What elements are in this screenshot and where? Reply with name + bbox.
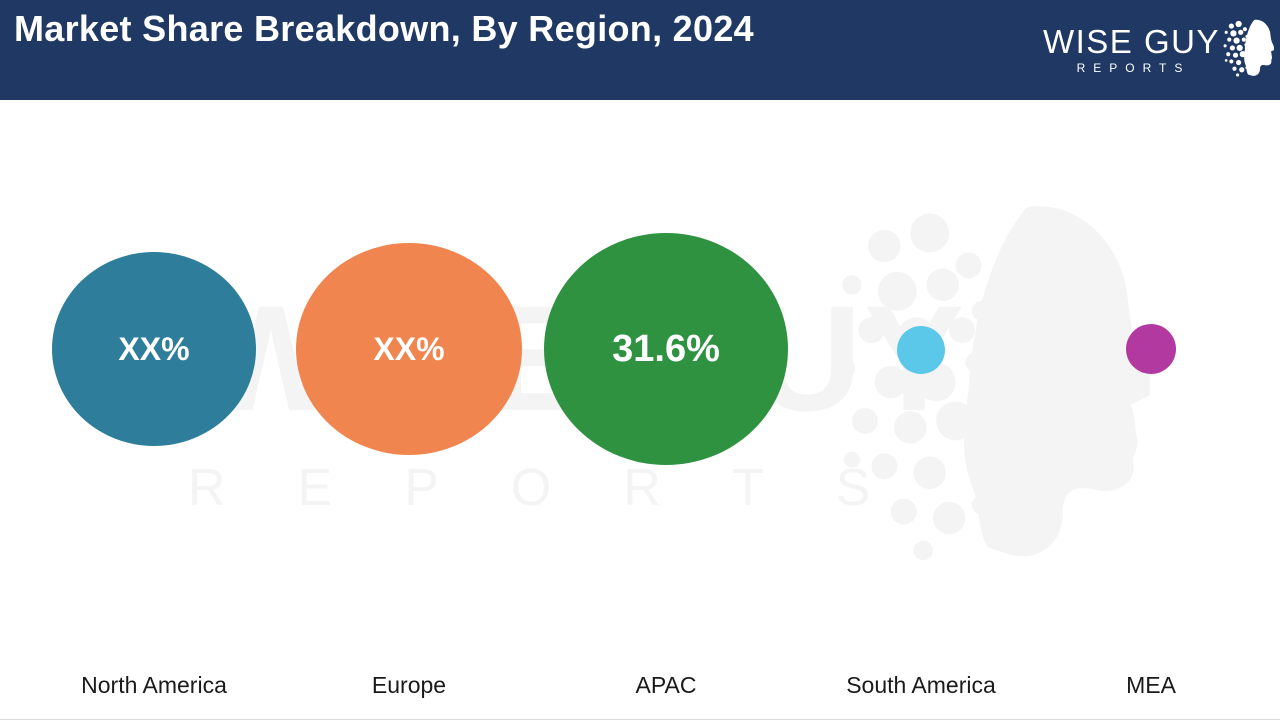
wise-guy-head-icon <box>1223 19 1274 77</box>
category-label-north-america: North America <box>81 672 227 698</box>
category-label-south-america: South America <box>846 672 996 698</box>
bubble-value-north-america: XX% <box>118 330 190 367</box>
bubble-north-america: XX% <box>52 252 256 446</box>
category-label-mea: MEA <box>1126 672 1176 698</box>
bubble-europe: XX% <box>296 243 522 455</box>
bubble-apac: 31.6% <box>544 233 788 465</box>
bubble-value-europe: XX% <box>373 330 445 367</box>
bubble-south-america <box>897 326 945 374</box>
bubble-chart: WISE GUY REPORTS XX% XX% 31.6% North Ame… <box>0 100 1280 720</box>
bubble-value-apac: 31.6% <box>612 327 720 370</box>
brand-logo-words: WISE GUY REPORTS <box>1043 25 1220 75</box>
bubble-mea <box>1126 324 1176 374</box>
brand-wordmark: WISE GUY <box>1042 23 1220 61</box>
brand-wordmark-sub: REPORTS <box>1076 60 1191 75</box>
category-label-apac: APAC <box>635 672 697 698</box>
category-label-europe: Europe <box>371 672 447 698</box>
watermark-head-image <box>835 206 1150 561</box>
watermark-reports-text: REPORTS <box>188 459 943 517</box>
page-title: Market Share Breakdown, By Region, 2024 <box>14 8 754 49</box>
header-bar: Market Share Breakdown, By Region, 2024 … <box>0 0 1280 100</box>
brand-logo: WISE GUY REPORTS <box>1043 4 1274 96</box>
